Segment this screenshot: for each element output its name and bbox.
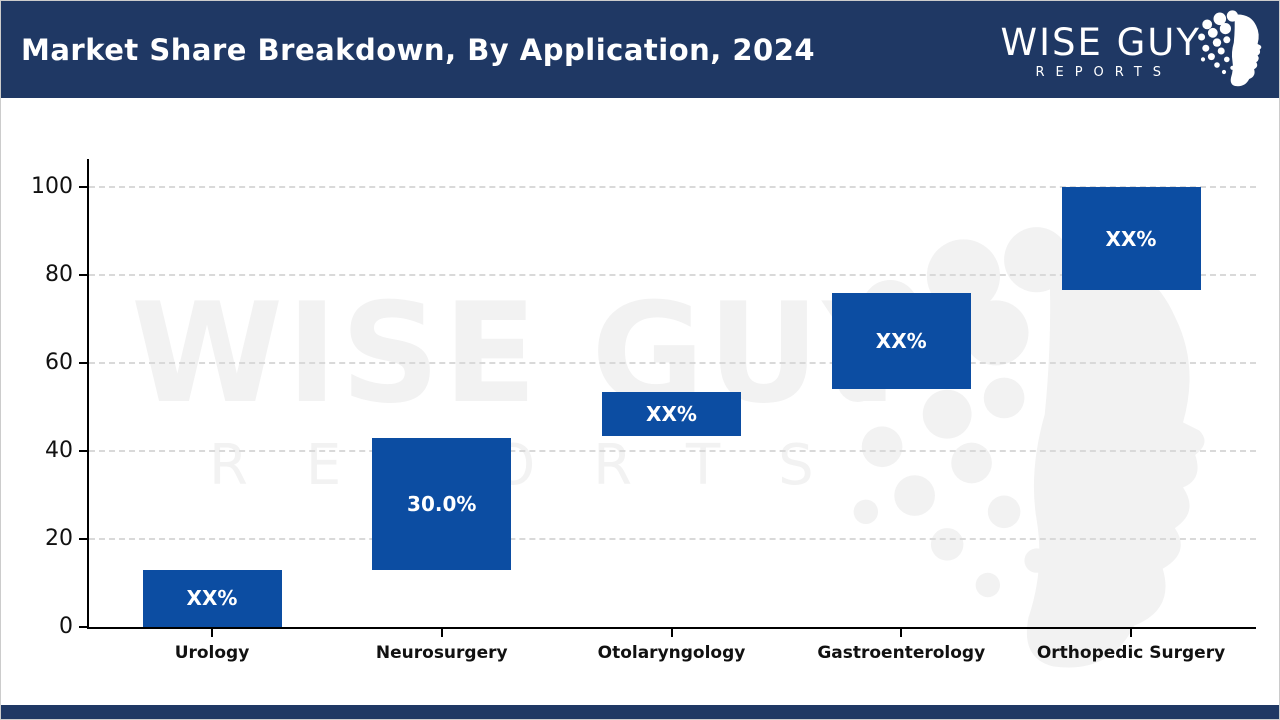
bar-value-label: XX% (186, 586, 238, 611)
y-tick-label-20: 20 (45, 526, 73, 551)
bar-gastroenterology: XX% (831, 292, 971, 390)
page-title: Market Share Breakdown, By Application, … (21, 32, 816, 67)
header-bar: Market Share Breakdown, By Application, … (1, 1, 1279, 98)
category-label-2: Otolaryngology (597, 643, 746, 663)
gridline-60 (89, 362, 1256, 364)
gridline-40 (89, 450, 1256, 452)
y-tick-label-80: 80 (45, 262, 73, 287)
x-tick-3 (900, 629, 903, 637)
y-tick-60 (79, 362, 87, 364)
y-tick-label-0: 0 (59, 614, 73, 639)
bar-value-label: XX% (646, 401, 697, 426)
x-axis-line (87, 627, 1256, 629)
y-tick-40 (79, 450, 87, 452)
bar-value-label: XX% (875, 329, 927, 353)
y-tick-100 (79, 186, 87, 188)
bar-orthopedic-surgery: XX% (1061, 187, 1201, 291)
bar-urology: XX% (142, 569, 282, 627)
logo-wordmark: WISE GUY (1000, 20, 1201, 64)
y-tick-20 (79, 538, 87, 540)
logo-text: WISE GUY REPORTS (1000, 20, 1201, 80)
x-tick-1 (440, 629, 443, 637)
plot-area: 0 20 40 60 80 100 XX% Urology 30.0% Neurosurgery X… (31, 159, 1256, 663)
x-tick-2 (670, 629, 673, 637)
y-tick-label-100: 100 (31, 174, 73, 199)
y-axis-line (87, 159, 89, 629)
category-label-4: Orthopedic Surgery (1036, 643, 1226, 663)
y-tick-80 (79, 274, 87, 276)
footer-bar (1, 705, 1279, 719)
x-tick-4 (1130, 629, 1132, 637)
category-label-0: Urology (174, 643, 250, 663)
bar-otolaryngology: XX% (602, 391, 741, 436)
y-tick-0 (79, 626, 87, 628)
dot-face-icon (1198, 10, 1262, 87)
gridline-80 (89, 274, 1256, 276)
bar-value-label: XX% (1105, 226, 1157, 251)
bar-neurosurgery: 30.0% (372, 437, 512, 570)
x-tick-0 (211, 629, 213, 637)
gridline-20 (89, 538, 1256, 540)
watermark-subtitle: REPORTS (209, 433, 872, 498)
bar-value-label: 30.0% (407, 491, 477, 516)
watermark-wordmark: WISE GUY (131, 273, 926, 434)
logo-subtitle: REPORTS (1035, 64, 1173, 80)
y-tick-label-60: 60 (45, 350, 73, 375)
y-tick-label-40: 40 (45, 438, 73, 463)
gridline-100 (89, 186, 1256, 188)
wise-guy-logo: WISE GUY REPORTS (1001, 7, 1267, 95)
category-label-3: Gastroenterology (817, 643, 986, 663)
category-label-1: Neurosurgery (375, 643, 508, 663)
